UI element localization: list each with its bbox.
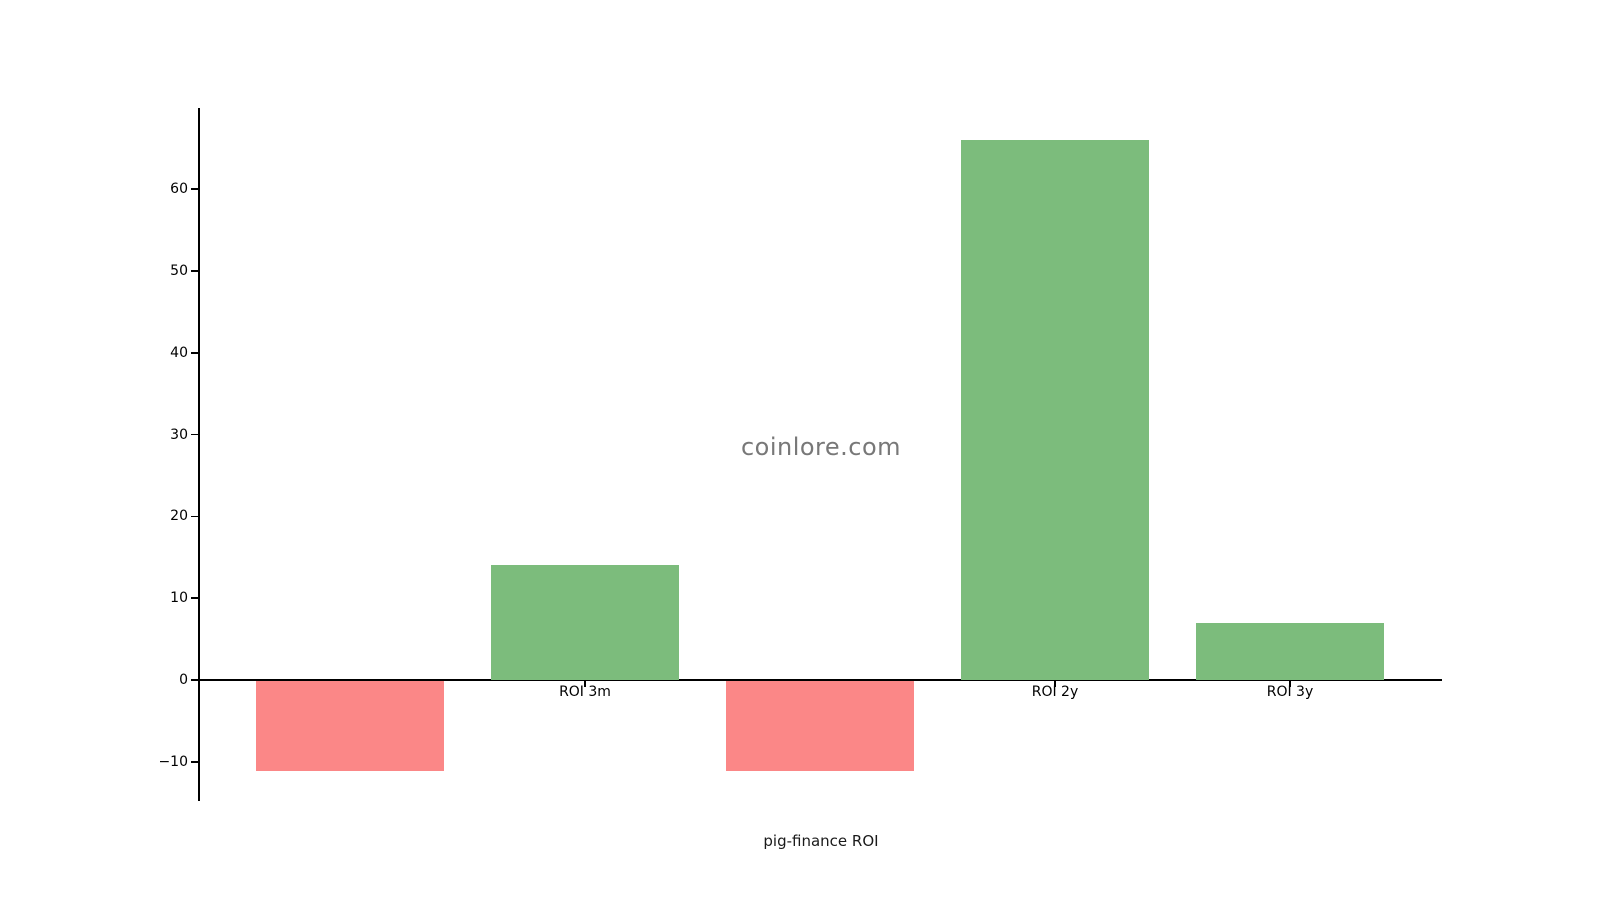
bar-roi-3m (491, 565, 679, 680)
y-tick-label: 10 (170, 590, 188, 607)
y-tick (191, 433, 199, 436)
bar-roi-2y (961, 140, 1149, 680)
x-tick-label: ROI 2y (1031, 684, 1079, 700)
bar-roi-3y (1196, 622, 1384, 680)
y-tick (191, 679, 199, 681)
y-tick-label: 50 (170, 263, 188, 279)
y-tick (191, 597, 199, 599)
y-tick-label: 30 (170, 426, 188, 443)
x-tick (1289, 680, 1291, 687)
y-tick (191, 352, 199, 354)
x-tick (584, 680, 586, 687)
y-tick (191, 761, 199, 763)
bar (256, 680, 444, 771)
chart-title: pig-finance ROI (763, 832, 879, 850)
watermark: coinlore.com (740, 433, 902, 461)
y-tick-label: 40 (170, 344, 188, 361)
y-tick (191, 270, 199, 272)
y-tick-label: −10 (158, 753, 188, 770)
y-tick (191, 188, 199, 190)
y-tick-label: 60 (170, 181, 188, 198)
x-axis-line (198, 679, 1442, 681)
y-axis-spine (198, 108, 200, 801)
x-tick-label: ROI 3y (1266, 684, 1314, 700)
bar (726, 680, 914, 771)
y-tick (191, 515, 199, 518)
x-tick-label: ROI 3m (559, 684, 611, 700)
x-tick (1054, 680, 1056, 687)
y-tick-label: 20 (170, 508, 188, 525)
y-tick-label: 0 (179, 672, 188, 688)
